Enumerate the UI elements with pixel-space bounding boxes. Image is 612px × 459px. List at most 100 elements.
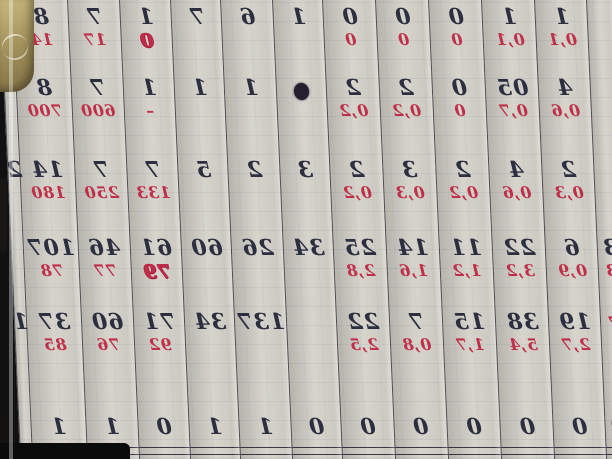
ledger-cell: 0	[393, 394, 448, 459]
blue-pen-value: 1	[140, 75, 158, 101]
ledger-cell: 2 0,3	[542, 150, 596, 228]
red-pen-value: 5,4	[508, 335, 539, 354]
red-pen-value: 0,7	[498, 101, 529, 120]
ledger-cell: 60 76	[81, 302, 136, 394]
red-pen-value: 0	[453, 101, 467, 120]
ledger-cell: 0	[446, 394, 502, 459]
ledger-cell: 2 0,2	[329, 150, 384, 228]
blue-pen-value: 1	[103, 414, 121, 440]
ledger-cell: 137	[234, 302, 289, 394]
ledger-cell: 14 1,6	[386, 228, 441, 302]
ledger-cell: 7 600	[71, 68, 125, 150]
red-pen-value: 85	[42, 335, 67, 354]
red-pen-value: 3,2	[505, 261, 536, 280]
ledger-cell: 6 0,9	[545, 228, 599, 302]
blue-pen-value: 2	[396, 75, 415, 101]
blue-pen-value: 37	[37, 309, 71, 335]
blue-pen-value: 7	[143, 157, 162, 183]
ledger-cell: 1–	[123, 68, 177, 150]
ledger-cell: 0	[340, 394, 395, 459]
red-pen-value: 79	[142, 261, 172, 283]
blue-pen-value: 22	[346, 309, 380, 335]
blue-pen-value: 7	[407, 309, 425, 335]
blue-pen-value: 1	[500, 4, 518, 30]
ledger-cell: 0	[137, 394, 191, 459]
blue-pen-value: 7	[187, 4, 206, 30]
blue-pen-value: 14	[395, 235, 430, 261]
red-pen-value: 1,7	[454, 335, 486, 354]
ledger-cell: 71 92	[133, 302, 188, 394]
blue-pen-value: 2	[453, 157, 472, 183]
blue-pen-value: 2	[347, 157, 366, 183]
ledger-cell: 14 180	[20, 150, 77, 228]
blue-pen-value: 71	[142, 309, 176, 335]
blue-pen-value: 3	[400, 157, 418, 183]
red-pen-value: 0,1	[547, 30, 578, 49]
ledger-cell: 1 0,1	[535, 0, 589, 68]
blue-pen-value: 1	[190, 75, 209, 101]
red-pen-value: 77	[92, 261, 118, 280]
blue-pen-value: 60	[90, 309, 125, 335]
blue-pen-value: 0	[450, 75, 468, 101]
ink-blot	[293, 83, 310, 100]
blue-pen-value: 4	[555, 75, 574, 101]
blue-pen-value: 0	[411, 414, 430, 440]
blue-pen-value: 0	[464, 414, 483, 440]
ledger-cell: 0	[552, 394, 606, 459]
red-pen-value: 0,3	[395, 183, 426, 202]
blue-pen-value: 7	[91, 157, 110, 183]
ledger-cell: 19 2,7	[548, 302, 603, 394]
blue-pen-value: 0	[447, 4, 465, 30]
blue-pen-value: 2	[343, 75, 362, 101]
ledger-cell: 2	[228, 150, 282, 228]
blue-pen-value: 26	[240, 235, 275, 261]
background-black-corner	[0, 443, 130, 459]
blue-pen-value: 46	[87, 235, 121, 261]
red-pen-value: 3	[605, 261, 612, 280]
ledger-cell: 61 79	[130, 228, 184, 302]
blue-pen-value: 0	[154, 414, 173, 440]
blue-pen-value: 8	[35, 75, 53, 101]
blue-pen-value: 1	[552, 4, 571, 30]
ledger-cell: 107 78	[23, 228, 80, 302]
red-pen-value: 76	[96, 335, 121, 354]
blue-pen-value: 1	[289, 4, 307, 30]
blue-pen-value: 4	[507, 157, 525, 183]
red-pen-value: 0,6	[501, 183, 532, 202]
ledger-cell: 7 250	[74, 150, 128, 228]
blue-pen-value: 1	[205, 414, 224, 440]
blue-pen-value: 14	[30, 157, 65, 183]
ledger-cell: 1	[224, 68, 278, 150]
ledger-cell: 46 77	[78, 228, 132, 302]
ledger-cell: 2 0,2	[379, 68, 434, 150]
blue-pen-value: 2	[5, 157, 23, 183]
ledger-cell: 0	[290, 394, 342, 459]
ledger-cell: 5	[178, 150, 230, 228]
ledger-cell: 11 1,2	[439, 228, 495, 302]
ledger-cell: 2	[5, 150, 23, 228]
blue-pen-value: 2	[245, 157, 263, 183]
blue-pen-value: 0	[340, 4, 359, 30]
ledger-cell: 38 5,4	[496, 302, 552, 394]
blue-pen-value: 61	[138, 235, 173, 261]
ledger-cell: 1	[174, 68, 226, 150]
red-pen-value: 2,5	[348, 335, 379, 354]
blue-pen-value: 0	[570, 414, 589, 440]
blue-pen-value: 34	[291, 235, 326, 261]
red-pen-value: 0,8	[401, 335, 432, 354]
blue-pen-value: 19	[557, 309, 592, 335]
red-pen-value: 1,2	[451, 261, 482, 280]
ledger-cell: 34	[185, 302, 238, 394]
red-pen-value: 2,7	[560, 335, 591, 354]
blue-pen-value: 0	[393, 4, 412, 30]
red-pen-value: 78	[39, 261, 64, 280]
blue-pen-value: 8	[31, 4, 50, 30]
ledger-cell: 0	[500, 394, 555, 459]
ledger-cell: 22 2,5	[336, 302, 392, 394]
ledger-cell: 26	[231, 228, 285, 302]
blue-pen-value: 0	[307, 414, 325, 440]
